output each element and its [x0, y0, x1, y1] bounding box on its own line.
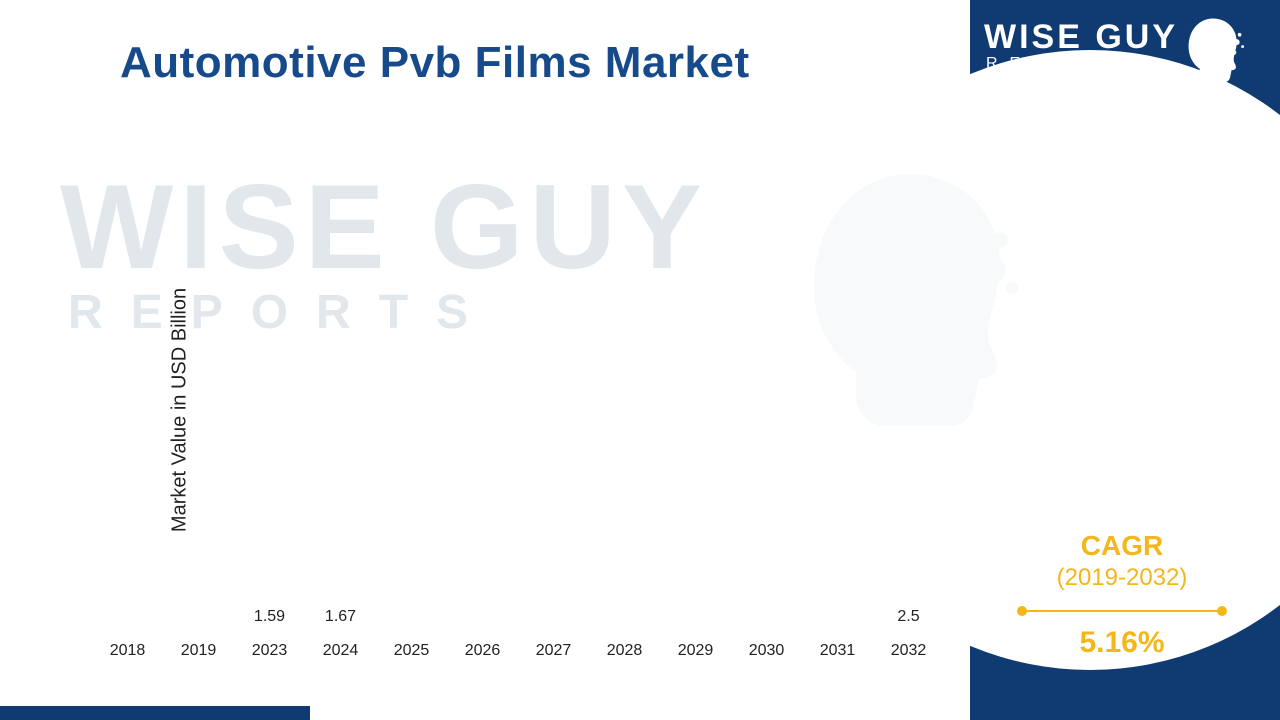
bar-value-label: 2.5 [897, 608, 919, 626]
brand-logo: WISE GUY REPORTS [984, 18, 1244, 73]
logo-head-icon [1176, 14, 1250, 88]
cagr-range: (2019-2032) [1012, 564, 1232, 592]
x-axis-labels: 2018 2019 2023 2024 2025 2026 2027 2028 2029 2030… [96, 642, 940, 660]
bar-chart: Market Value in USD Billion 1.591.672.5 … [40, 130, 940, 690]
cagr-value: 5.16% [1012, 626, 1232, 660]
chart-title: Automotive Pvb Films Market [120, 38, 750, 88]
x-axis-label: 2027 [530, 642, 577, 660]
footer-bar [0, 706, 310, 720]
x-axis-label: 2031 [814, 642, 861, 660]
stage: WISE GUY REPORTS Automotive Pvb Films Ma… [0, 0, 1280, 720]
cagr-divider [1022, 610, 1222, 612]
x-axis-label: 2023 [246, 642, 293, 660]
x-axis-label: 2028 [601, 642, 648, 660]
x-axis-label: 2029 [672, 642, 719, 660]
x-axis-label: 2025 [388, 642, 435, 660]
x-axis-label: 2026 [459, 642, 506, 660]
x-axis-label: 2032 [885, 642, 932, 660]
plot-area: 1.59 1.67 2.5 [96, 130, 940, 630]
bars-container: 1.59 1.67 2.5 [96, 130, 940, 630]
x-axis-label: 2019 [175, 642, 222, 660]
x-axis-label: 2018 [104, 642, 151, 660]
x-axis-label: 2030 [743, 642, 790, 660]
cagr-block: CAGR (2019-2032) 5.16% [1012, 530, 1232, 660]
cagr-label: CAGR [1012, 530, 1232, 562]
bar-value-label: 1.67 [325, 608, 356, 626]
bar-value-label: 1.59 [254, 608, 285, 626]
x-axis-label: 2024 [317, 642, 364, 660]
